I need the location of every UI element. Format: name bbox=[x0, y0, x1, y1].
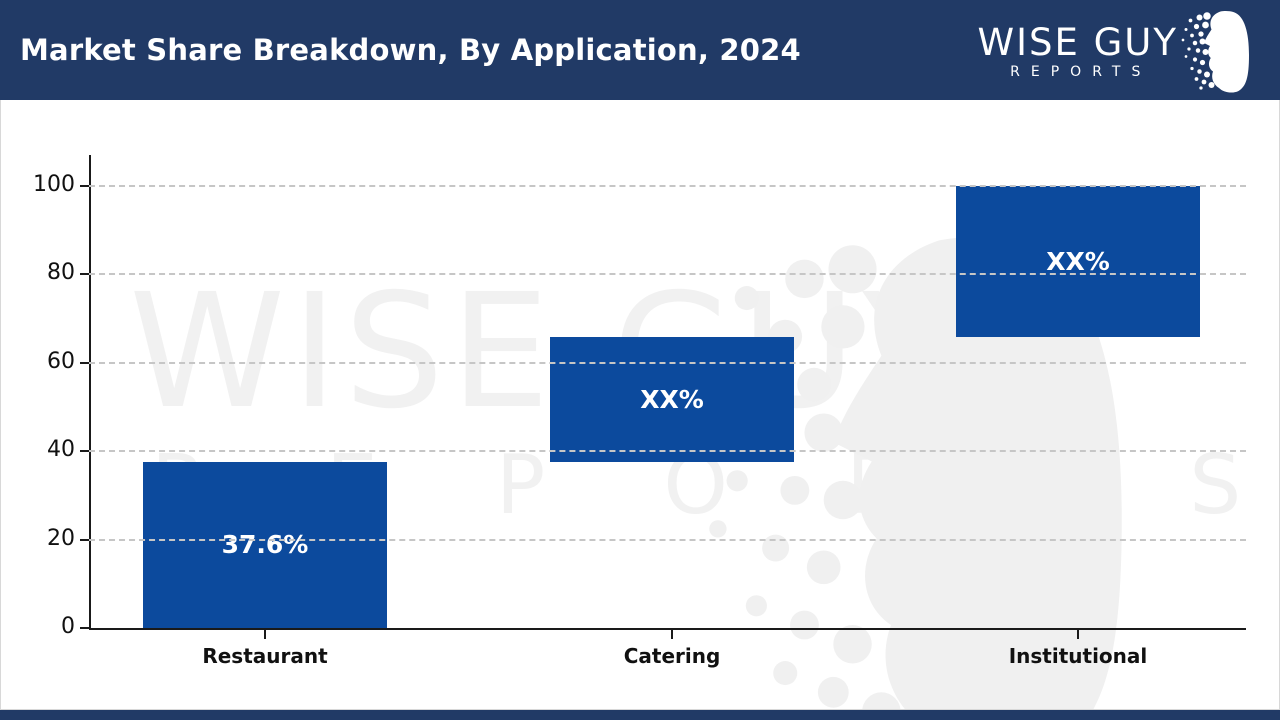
gridline bbox=[89, 361, 1246, 364]
x-category-label: Restaurant bbox=[202, 644, 328, 668]
bar-segment: 37.6% bbox=[143, 461, 387, 628]
y-axis bbox=[89, 155, 91, 630]
bar-value-label: XX% bbox=[1046, 247, 1110, 277]
gridline bbox=[89, 185, 1246, 187]
brand-subtitle: REPORTS bbox=[1010, 64, 1152, 80]
bar-segment: XX% bbox=[956, 186, 1200, 338]
y-tick bbox=[80, 538, 89, 541]
brand-logo: WISE GUY REPORTS bbox=[978, 9, 1252, 95]
brand-name: WISE GUY bbox=[977, 21, 1178, 64]
x-category-label: Catering bbox=[623, 644, 721, 668]
plot: 0 20 40 60 80 100 37.6% Restaurant XX% Catering XX… bbox=[1, 100, 1279, 709]
header: Market Share Breakdown, By Application, … bbox=[0, 0, 1280, 100]
gridline bbox=[89, 538, 1246, 541]
x-tick bbox=[1077, 630, 1079, 639]
y-tick bbox=[80, 450, 89, 453]
gridline bbox=[89, 450, 1246, 453]
brand-face-icon bbox=[1181, 11, 1249, 93]
x-tick bbox=[264, 630, 266, 639]
x-tick bbox=[671, 630, 673, 639]
y-tick bbox=[80, 627, 89, 629]
x-axis bbox=[89, 628, 1246, 630]
y-tick bbox=[80, 273, 89, 276]
y-tick-label: 0 bbox=[61, 614, 75, 639]
y-tick-label: 20 bbox=[47, 525, 75, 551]
footer-bar bbox=[0, 710, 1280, 720]
y-tick-label: 40 bbox=[47, 437, 75, 463]
bar-value-label: XX% bbox=[640, 384, 704, 414]
y-tick bbox=[80, 361, 89, 364]
page-title: Market Share Breakdown, By Application, … bbox=[20, 33, 801, 67]
gridline bbox=[89, 273, 1246, 276]
x-category-label: Institutional bbox=[1008, 644, 1148, 668]
bar-segment: XX% bbox=[550, 337, 794, 462]
y-tick-label: 60 bbox=[47, 348, 75, 374]
y-tick bbox=[80, 185, 89, 187]
bar-value-label: 37.6% bbox=[221, 530, 309, 560]
chart-area: WISE GUY R E P O R T S 0 20 40 60 80 100 37.6%… bbox=[0, 100, 1280, 710]
y-tick-label: 100 bbox=[33, 172, 75, 197]
y-tick-label: 80 bbox=[47, 260, 75, 286]
